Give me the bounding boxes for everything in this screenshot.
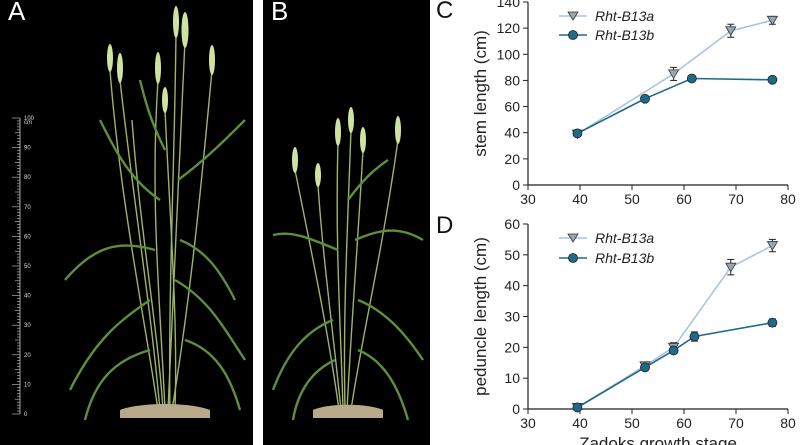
plant-a-roots (120, 404, 210, 418)
x-tick-label: 80 (780, 191, 796, 207)
ruler-label: 40 (24, 294, 31, 300)
ruler-label: 50 (24, 264, 31, 270)
plant-a-leaves (64, 79, 246, 421)
legend-label: Rht-B13a (595, 230, 654, 246)
x-tick-label: 80 (780, 415, 796, 431)
y-tick-label: 100 (497, 46, 521, 62)
data-point (767, 317, 778, 328)
data-point (640, 93, 650, 104)
plant-a-stems (109, 29, 213, 411)
ruler-unit: cm (24, 120, 32, 126)
data-point (725, 26, 737, 37)
y-tick-label: 140 (497, 0, 521, 10)
series-line-Rht-B13a (576, 244, 773, 409)
legend-label: Rht-B13b (595, 27, 654, 43)
legend: Rht-B13a Rht-B13b (559, 8, 654, 43)
plant-b-illustration (271, 107, 424, 421)
y-axis-label: peduncle length (cm) (471, 237, 490, 396)
ruler-label: 20 (24, 353, 31, 359)
legend-label: Rht-B13b (595, 250, 654, 266)
x-tick-label: 60 (676, 415, 692, 431)
photo-panel-a: 100 90 80 70 60 50 40 30 20 10 0 cm A (0, 0, 253, 445)
ruler-label: 60 (24, 234, 31, 240)
ruler-label: 100 (24, 116, 35, 122)
data-point (725, 262, 737, 273)
x-tick-label: 60 (676, 191, 692, 207)
y-tick-label: 120 (497, 20, 521, 36)
data-point (766, 15, 779, 26)
charts-area: C D stem length (cm) 0204060801001201403… (436, 0, 796, 445)
photo-panel-b: B (263, 0, 430, 445)
y-tick-label: 0 (512, 177, 520, 193)
legend: Rht-B13a Rht-B13b (559, 230, 654, 266)
legend-label: Rht-B13a (595, 8, 654, 24)
y-tick-label: 0 (512, 401, 520, 417)
y-tick-label: 10 (504, 370, 520, 386)
x-tick-label: 50 (624, 415, 640, 431)
y-tick-label: 50 (504, 247, 520, 263)
y-tick-label: 80 (504, 72, 520, 88)
ruler-label: 70 (24, 205, 31, 211)
y-axis-label: stem length (cm) (471, 30, 490, 157)
panel-label-d: D (436, 212, 453, 239)
ruler-label: 90 (24, 146, 31, 152)
series-line-Rht-B13a (576, 19, 773, 135)
legend-marker-circle (568, 30, 578, 40)
plant-b-spikes (292, 107, 401, 187)
plant-a-spikes (107, 6, 215, 113)
y-tick-label: 20 (504, 151, 520, 167)
x-tick-label: 30 (520, 415, 536, 431)
data-point (667, 69, 680, 80)
data-point (668, 345, 679, 356)
ruler-label: 10 (24, 382, 31, 388)
legend-marker-circle (568, 253, 578, 263)
data-point (686, 73, 697, 84)
chart-stem-length: stem length (cm) 0 20 40 60 80 100 120 140 30 40 5… (471, 0, 796, 207)
plant-b-roots (313, 404, 383, 418)
panel-label-a: A (8, 0, 26, 26)
chart-peduncle-length: peduncle length (cm) 0 10 20 30 40 50 60 30 40 50… (471, 216, 796, 445)
data-point (689, 331, 700, 342)
data-point (767, 74, 778, 85)
data-point (572, 128, 583, 139)
x-tick-label: 40 (572, 415, 588, 431)
data-point (766, 241, 779, 251)
x-tick-label: 70 (728, 191, 744, 207)
panel-label-b: B (271, 0, 289, 26)
x-tick-label: 50 (624, 191, 640, 207)
legend-marker-triangle (567, 11, 579, 21)
ruler-label: 80 (24, 175, 31, 181)
legend-marker-triangle (567, 233, 579, 243)
ruler-label: 0 (24, 412, 28, 418)
y-tick-label: 20 (504, 339, 520, 355)
y-tick-label: 30 (504, 309, 520, 325)
x-tick-label: 30 (520, 191, 536, 207)
y-tick-label: 40 (504, 125, 520, 141)
ruler-label: 30 (24, 323, 31, 329)
y-tick-label: 40 (504, 278, 520, 294)
x-axis-label: Zadoks growth stage (579, 434, 737, 445)
series-line-Rht-B13b (577, 77, 773, 135)
panel-label-c: C (436, 0, 453, 24)
x-tick-label: 70 (728, 415, 744, 431)
y-tick-label: 60 (504, 216, 520, 232)
plant-b-leaves (271, 159, 424, 421)
x-tick-label: 40 (572, 191, 588, 207)
data-point (572, 402, 583, 413)
y-tick-label: 60 (504, 99, 520, 115)
data-point (640, 362, 650, 373)
series-line-Rht-B13b (576, 321, 773, 409)
